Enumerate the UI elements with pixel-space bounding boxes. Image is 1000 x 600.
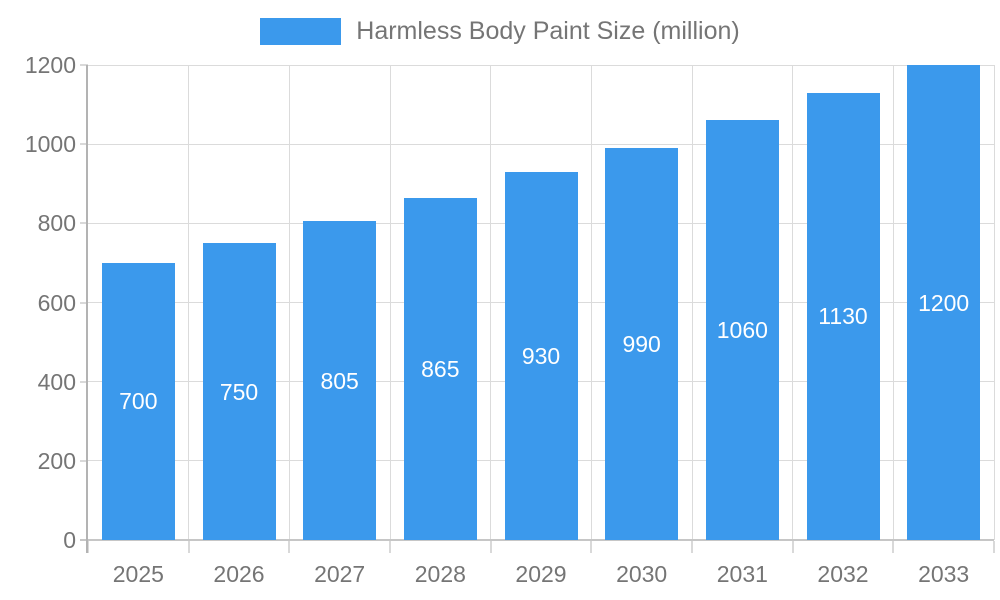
bar-value-label: 1130 [818, 303, 868, 330]
bar-value-label: 1200 [918, 289, 970, 316]
chart-legend: Harmless Body Paint Size (million) [0, 17, 1000, 46]
x-tick-mark [791, 541, 794, 553]
v-gridline [590, 65, 592, 540]
x-tick-mark [489, 541, 492, 553]
x-tick-label: 2030 [616, 561, 668, 587]
x-tick-label: 2028 [414, 561, 466, 587]
y-tick-mark [80, 64, 88, 66]
x-axis-line [80, 539, 994, 541]
x-tick-mark [389, 541, 391, 553]
v-gridline [993, 65, 995, 540]
bar [705, 120, 779, 540]
x-tick-mark [993, 541, 995, 553]
v-gridline [490, 65, 492, 540]
bar [504, 171, 578, 540]
bar-value-label: 990 [622, 331, 661, 358]
x-tick-mark [87, 541, 89, 553]
y-tick-label: 400 [37, 368, 76, 395]
x-tick-mark [691, 541, 693, 553]
bar [202, 243, 276, 540]
bar-value-label: 750 [219, 378, 259, 405]
y-tick-mark [80, 143, 88, 146]
v-gridline [892, 65, 894, 540]
v-gridline [792, 65, 794, 540]
legend-series-label: Harmless Body Paint Size (million) [356, 17, 740, 45]
y-tick-label: 0 [63, 527, 76, 553]
bar-value-label: 1060 [716, 317, 768, 344]
x-tick-mark [288, 541, 291, 553]
v-gridline [691, 65, 693, 540]
h-gridline [88, 64, 994, 66]
bar [403, 197, 477, 540]
y-tick-label: 800 [37, 210, 76, 237]
legend-swatch [260, 18, 342, 45]
y-axis-line [86, 65, 88, 553]
x-tick-label: 2029 [515, 561, 567, 587]
y-tick-label: 1200 [24, 52, 76, 78]
x-tick-label: 2031 [716, 561, 768, 587]
bar [806, 92, 880, 540]
x-tick-mark [187, 541, 190, 553]
x-tick-label: 2026 [213, 561, 265, 587]
bar [101, 262, 175, 540]
bar-value-label: 805 [320, 367, 359, 394]
x-tick-label: 2032 [817, 561, 869, 587]
bar [907, 65, 981, 540]
y-tick-label: 600 [37, 289, 76, 316]
y-tick-mark [80, 301, 88, 304]
x-tick-label: 2025 [112, 561, 164, 587]
bar-value-label: 865 [421, 355, 460, 382]
bar-value-label: 930 [521, 342, 561, 369]
y-tick-label: 1000 [24, 131, 76, 158]
bar [303, 221, 377, 540]
y-tick-mark [80, 380, 88, 383]
bar [605, 148, 679, 540]
x-tick-mark [892, 541, 895, 553]
x-tick-label: 2027 [314, 561, 366, 587]
v-gridline [188, 65, 190, 540]
h-gridline [88, 143, 994, 145]
v-gridline [389, 65, 391, 540]
y-tick-label: 200 [37, 447, 76, 474]
x-tick-label: 2033 [918, 561, 970, 587]
x-tick-mark [590, 541, 593, 553]
y-tick-mark [80, 222, 88, 225]
bar-value-label: 700 [119, 388, 158, 415]
v-gridline [288, 65, 290, 540]
y-tick-mark [80, 459, 88, 462]
